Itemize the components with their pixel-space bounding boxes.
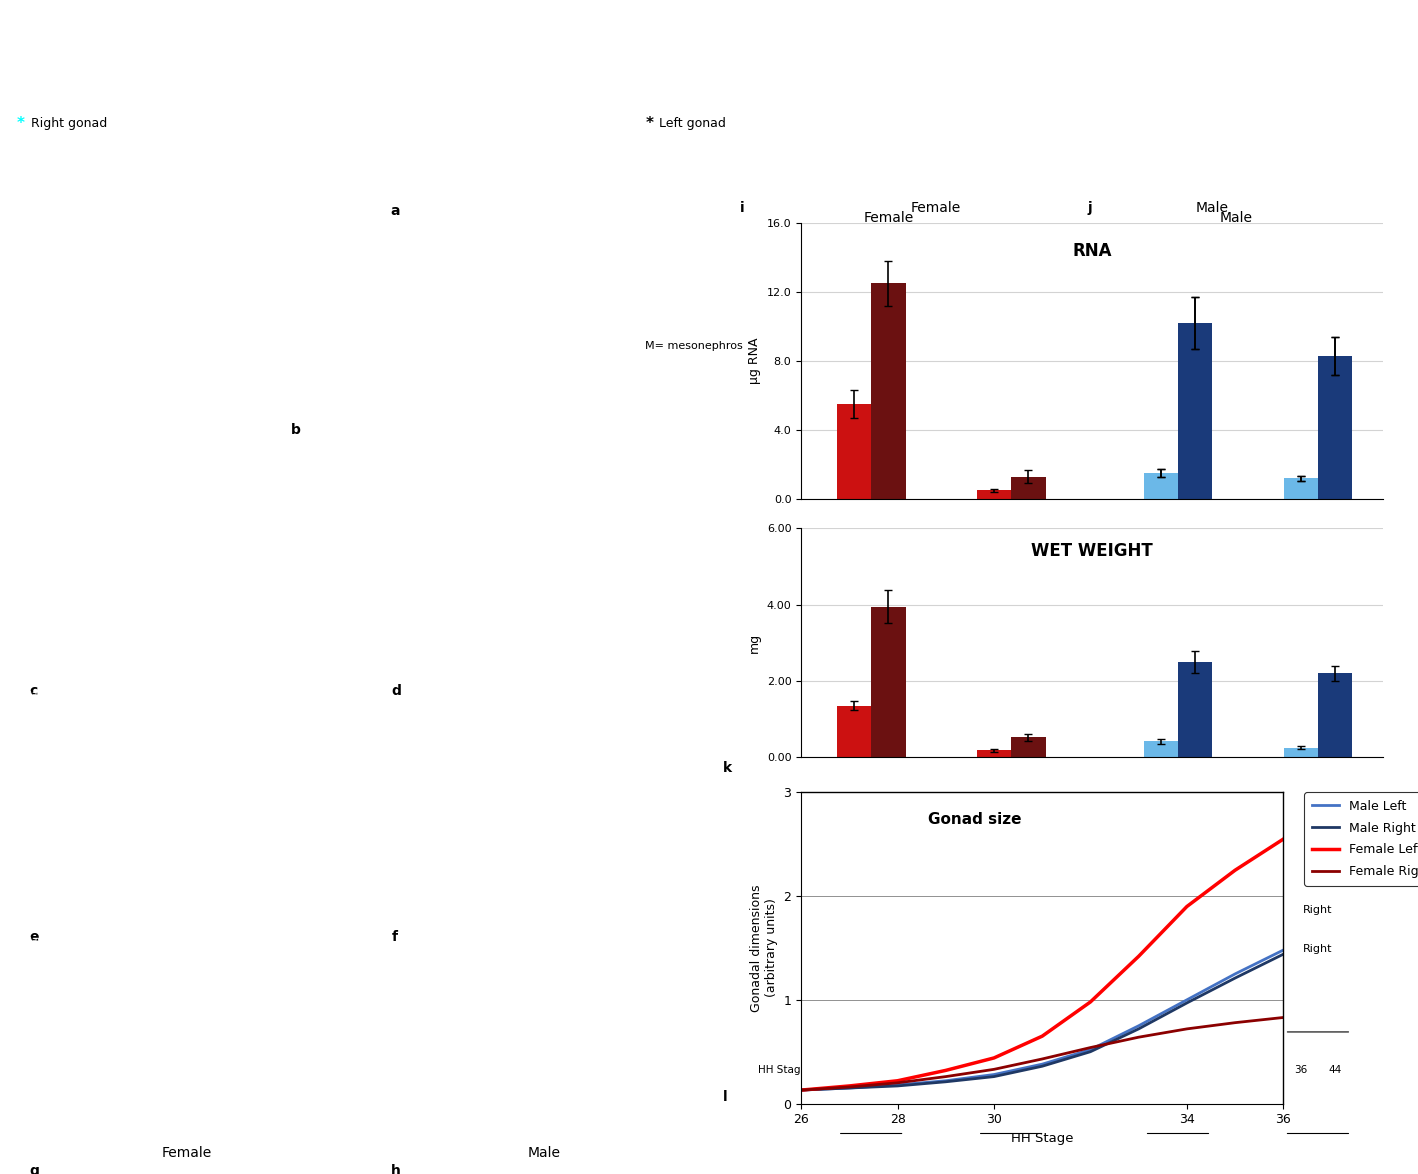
Male Right	[1082, 1045, 1099, 1059]
Female Right	[841, 1080, 858, 1094]
Male Right	[1275, 947, 1292, 962]
Male Left	[841, 1081, 858, 1095]
Bar	[837, 404, 871, 499]
Text: i: i	[740, 202, 744, 216]
X-axis label: HH Stage: HH Stage	[1011, 1132, 1073, 1145]
Bar	[1283, 478, 1317, 499]
Text: 44: 44	[1022, 1065, 1035, 1075]
Text: k: k	[723, 761, 732, 775]
Female Left	[1178, 899, 1195, 913]
Text: d: d	[391, 683, 401, 697]
Bar	[1143, 741, 1178, 757]
Bar	[871, 283, 906, 499]
Female Left	[986, 1051, 1003, 1065]
Text: h: h	[391, 1163, 401, 1174]
Text: Right: Right	[997, 944, 1025, 953]
Female Right	[1130, 1030, 1147, 1044]
Male Left	[1034, 1057, 1051, 1071]
Text: Right gonad: Right gonad	[31, 116, 108, 130]
Bar	[1283, 478, 1317, 499]
Female Left	[1130, 950, 1147, 964]
Text: e: e	[28, 930, 38, 944]
Female Left	[841, 1079, 858, 1093]
Text: Left: Left	[861, 944, 882, 953]
Bar	[1011, 737, 1045, 757]
Text: Day 10.5
(HH 36): Day 10.5 (HH 36)	[26, 937, 67, 956]
Text: Left: Left	[1167, 905, 1188, 915]
Text: 36: 36	[987, 1065, 1001, 1075]
Bar	[1317, 674, 1353, 757]
Text: Female: Female	[910, 201, 961, 215]
Male Left	[889, 1078, 906, 1092]
Male Left	[1130, 1019, 1147, 1033]
Text: g: g	[28, 1163, 38, 1174]
Female Left	[1082, 994, 1099, 1008]
Female Left	[937, 1064, 954, 1078]
Male Left	[1227, 967, 1244, 981]
Bar	[871, 607, 906, 757]
Female Left	[1275, 832, 1292, 846]
Text: RNA: RNA	[1072, 242, 1112, 261]
Female Left	[1227, 863, 1244, 877]
Male Right	[841, 1081, 858, 1095]
Text: b: b	[291, 423, 301, 437]
Male Left	[1082, 1043, 1099, 1057]
Text: Day 18.5
(HH 44): Day 18.5 (HH 44)	[736, 25, 777, 43]
Male Right	[1034, 1059, 1051, 1073]
Text: Right: Right	[997, 905, 1025, 915]
Bar	[977, 750, 1011, 757]
Female Right	[889, 1075, 906, 1089]
Text: Left: Left	[861, 905, 882, 915]
Bar	[1283, 748, 1317, 757]
Text: Day 8.5
(HH 34): Day 8.5 (HH 34)	[26, 690, 61, 710]
Female Right	[1227, 1016, 1244, 1030]
Male Right	[1227, 971, 1244, 985]
Line: Male Right: Male Right	[801, 954, 1283, 1091]
Text: f: f	[391, 930, 397, 944]
Text: Day 5.5
(HH 28)
Male/female: Day 5.5 (HH 28) Male/female	[162, 220, 217, 249]
Text: 44: 44	[882, 1065, 895, 1075]
Male Left	[793, 1084, 810, 1098]
Male Right	[793, 1084, 810, 1098]
Bar	[1178, 323, 1212, 499]
Line: Female Right: Female Right	[801, 1018, 1283, 1091]
Text: Male: Male	[1219, 211, 1254, 225]
Y-axis label: μg RNA: μg RNA	[749, 338, 761, 384]
Male Right	[1178, 996, 1195, 1010]
Text: HH Stage: HH Stage	[759, 1065, 807, 1075]
Text: 36: 36	[1295, 1065, 1307, 1075]
Male Left	[986, 1067, 1003, 1081]
Bar	[1143, 473, 1178, 499]
Bar	[1317, 356, 1353, 499]
Text: Gonad size: Gonad size	[927, 811, 1021, 826]
Y-axis label: mg: mg	[749, 633, 761, 653]
Text: Right: Right	[1303, 944, 1333, 953]
Female Right	[1275, 1011, 1292, 1025]
Text: l: l	[723, 1089, 727, 1104]
Male Right	[986, 1070, 1003, 1084]
Text: Day 4.5
(HH 26)
Male/female: Day 4.5 (HH 26) Male/female	[162, 27, 217, 56]
Line: Male Left: Male Left	[801, 950, 1283, 1091]
Text: Day 6.5
(HH 30): Day 6.5 (HH 30)	[26, 434, 61, 454]
Text: *: *	[17, 116, 26, 130]
Male Right	[937, 1074, 954, 1088]
Legend: Male Left, Male Right, Female Left, Female Right: Male Left, Male Right, Female Left, Fema…	[1305, 792, 1418, 885]
Text: M= mesonephros: M= mesonephros	[645, 342, 743, 351]
Female Left	[793, 1084, 810, 1098]
Female Left	[889, 1074, 906, 1088]
Text: Female: Female	[162, 1146, 213, 1160]
Text: Male: Male	[527, 1146, 562, 1160]
Text: WET WEIGHT: WET WEIGHT	[1031, 541, 1153, 560]
Bar	[1178, 662, 1212, 757]
Female Right	[986, 1062, 1003, 1077]
Text: Female: Female	[864, 211, 915, 225]
Text: 36: 36	[848, 1065, 861, 1075]
Female Right	[1178, 1021, 1195, 1035]
Male Right	[889, 1079, 906, 1093]
Line: Female Left: Female Left	[801, 839, 1283, 1091]
Text: Right: Right	[1303, 905, 1333, 915]
Male Left	[1275, 943, 1292, 957]
Bar	[837, 706, 871, 757]
Text: j: j	[1088, 202, 1092, 216]
Bar	[1011, 477, 1045, 499]
